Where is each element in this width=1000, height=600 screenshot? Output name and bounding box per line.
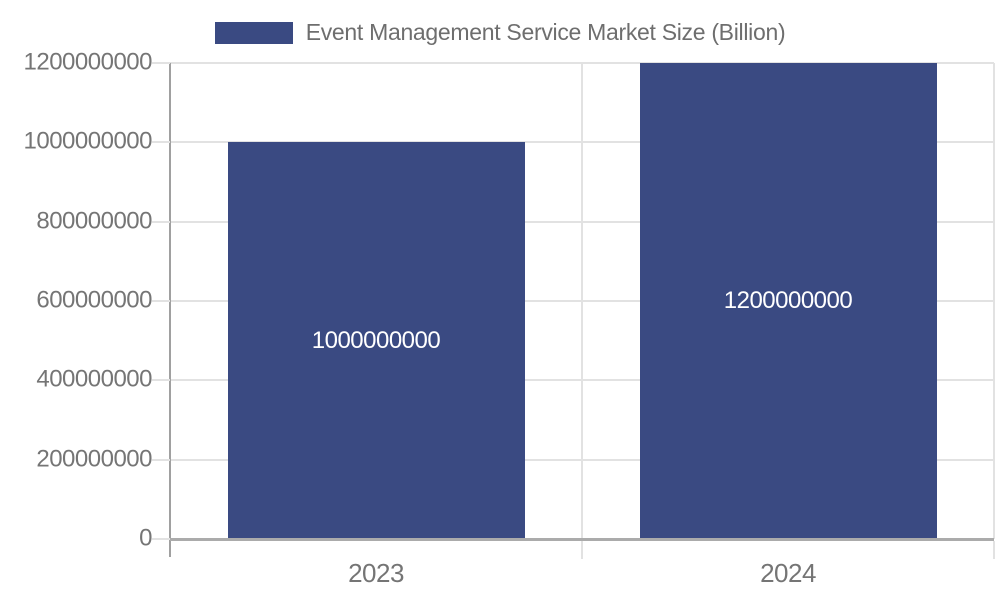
y-tick-label: 800000000 <box>36 207 152 235</box>
bar-2023[interactable]: 1000000000 <box>227 142 525 539</box>
y-tick <box>152 379 170 382</box>
bar-value-label: 1200000000 <box>723 287 853 314</box>
bar-2024[interactable]: 1200000000 <box>639 63 937 539</box>
v-gridline <box>581 63 583 539</box>
y-tick-label: 1000000000 <box>23 127 153 155</box>
y-tick-label: 200000000 <box>36 445 152 473</box>
x-tick <box>581 541 583 559</box>
chart-legend[interactable]: Event Management Service Market Size (Bi… <box>0 19 1000 46</box>
y-tick-label: 400000000 <box>36 365 152 393</box>
y-tick <box>152 62 170 64</box>
y-tick-label: 600000000 <box>36 286 152 314</box>
y-axis-line <box>169 63 171 557</box>
bar-value-label: 1000000000 <box>311 326 441 354</box>
y-tick <box>152 538 170 540</box>
y-tick <box>152 141 170 144</box>
y-tick <box>152 220 170 223</box>
y-tick <box>152 458 170 461</box>
x-tick-label: 2023 <box>348 558 404 588</box>
plot-area: 1000000000 1200000000 <box>170 62 995 539</box>
legend-swatch[interactable] <box>214 21 293 44</box>
x-axis-line <box>170 538 994 541</box>
y-tick-label: 0 <box>139 524 152 552</box>
y-tick-label: 1200000000 <box>23 48 153 76</box>
legend-label: Event Management Service Market Size (Bi… <box>305 19 786 45</box>
x-tick <box>993 541 995 559</box>
v-gridline <box>993 63 995 539</box>
y-tick <box>152 300 170 302</box>
x-tick-label: 2024 <box>760 558 816 588</box>
